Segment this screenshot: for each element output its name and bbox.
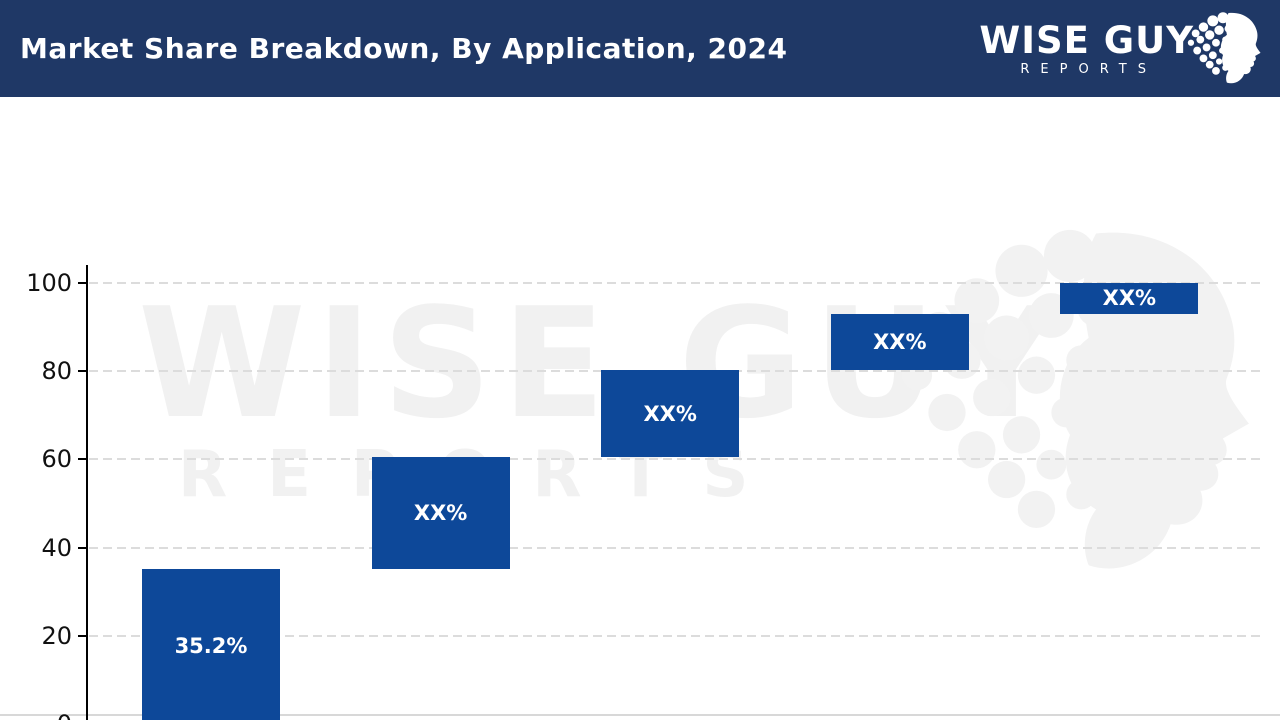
wise-guy-reports-logo: WISE GUY REPORTS xyxy=(979,6,1266,92)
y-tick-mark-40 xyxy=(78,546,86,549)
bar-value-label: XX% xyxy=(1102,286,1157,311)
bar-segment: XX% xyxy=(830,314,969,370)
gridline-60 xyxy=(89,458,1262,461)
y-tick-mark-20 xyxy=(78,634,86,637)
header-banner: Market Share Breakdown, By Application, … xyxy=(0,0,1280,97)
bar-segment: XX% xyxy=(371,457,510,569)
y-tick-mark-100 xyxy=(78,281,86,284)
waterfall-chart: 020406080100 35.2%XX%XX%XX%XX% Water Sup… xyxy=(0,97,1280,720)
bar-segment: 35.2% xyxy=(142,568,280,720)
logo-text: WISE GUY REPORTS xyxy=(979,22,1194,77)
gridline-20 xyxy=(89,634,1262,637)
y-tick-mark-80 xyxy=(78,370,86,372)
footer-rule xyxy=(0,714,1280,716)
logo-head-icon xyxy=(1187,12,1261,84)
gridline-100 xyxy=(89,281,1262,284)
logo-wordmark: WISE GUY xyxy=(979,18,1194,62)
logo-subtitle: REPORTS xyxy=(1020,61,1157,77)
y-tick-label-0: 0 xyxy=(2,710,72,720)
bar-value-label: 35.2% xyxy=(174,634,248,659)
bar-value-label: XX% xyxy=(413,501,468,526)
y-tick-label-20: 20 xyxy=(41,621,72,650)
y-tick-label-80: 80 xyxy=(41,357,72,385)
y-axis xyxy=(86,265,88,720)
gridline-40 xyxy=(89,546,1262,549)
y-tick-label-40: 40 xyxy=(41,533,72,562)
bar-segment: XX% xyxy=(1060,282,1199,315)
bar-value-label: XX% xyxy=(643,401,697,426)
y-tick-label-60: 60 xyxy=(41,445,72,474)
page-title: Market Share Breakdown, By Application, … xyxy=(20,32,788,65)
bar-value-label: XX% xyxy=(873,329,927,354)
y-tick-mark-60 xyxy=(78,458,86,461)
bar-segment: XX% xyxy=(601,369,740,458)
y-tick-label-100: 100 xyxy=(26,268,72,297)
